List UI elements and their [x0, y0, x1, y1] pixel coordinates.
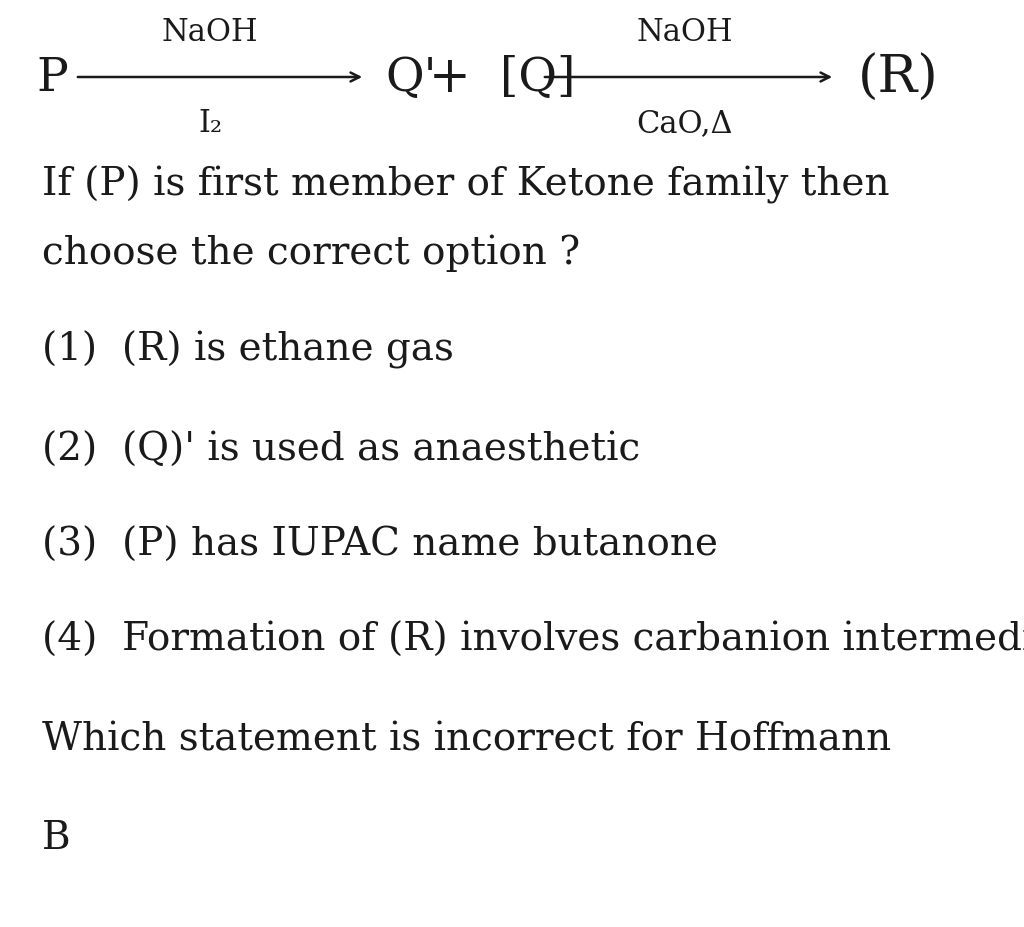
Text: (R): (R)	[858, 53, 939, 104]
Text: choose the correct option ?: choose the correct option ?	[42, 234, 581, 272]
Text: Q': Q'	[385, 56, 436, 100]
Text: P: P	[36, 56, 68, 100]
Text: CaO,Δ: CaO,Δ	[637, 108, 733, 139]
Text: NaOH: NaOH	[637, 17, 733, 48]
Text: Which statement is incorrect for Hoffmann: Which statement is incorrect for Hoffman…	[42, 720, 891, 757]
Text: [Q]: [Q]	[500, 56, 575, 100]
Text: (4)  Formation of (R) involves carbanion intermediate: (4) Formation of (R) involves carbanion …	[42, 621, 1024, 658]
Text: I₂: I₂	[198, 108, 222, 139]
Text: B: B	[42, 819, 71, 856]
Text: (1)  (R) is ethane gas: (1) (R) is ethane gas	[42, 330, 454, 369]
Text: (2)  (Q)' is used as anaesthetic: (2) (Q)' is used as anaesthetic	[42, 431, 640, 468]
Text: (3)  (P) has IUPAC name butanone: (3) (P) has IUPAC name butanone	[42, 526, 718, 563]
Text: If (P) is first member of Ketone family then: If (P) is first member of Ketone family …	[42, 166, 890, 204]
Text: NaOH: NaOH	[162, 17, 258, 48]
Text: +: +	[429, 53, 471, 103]
